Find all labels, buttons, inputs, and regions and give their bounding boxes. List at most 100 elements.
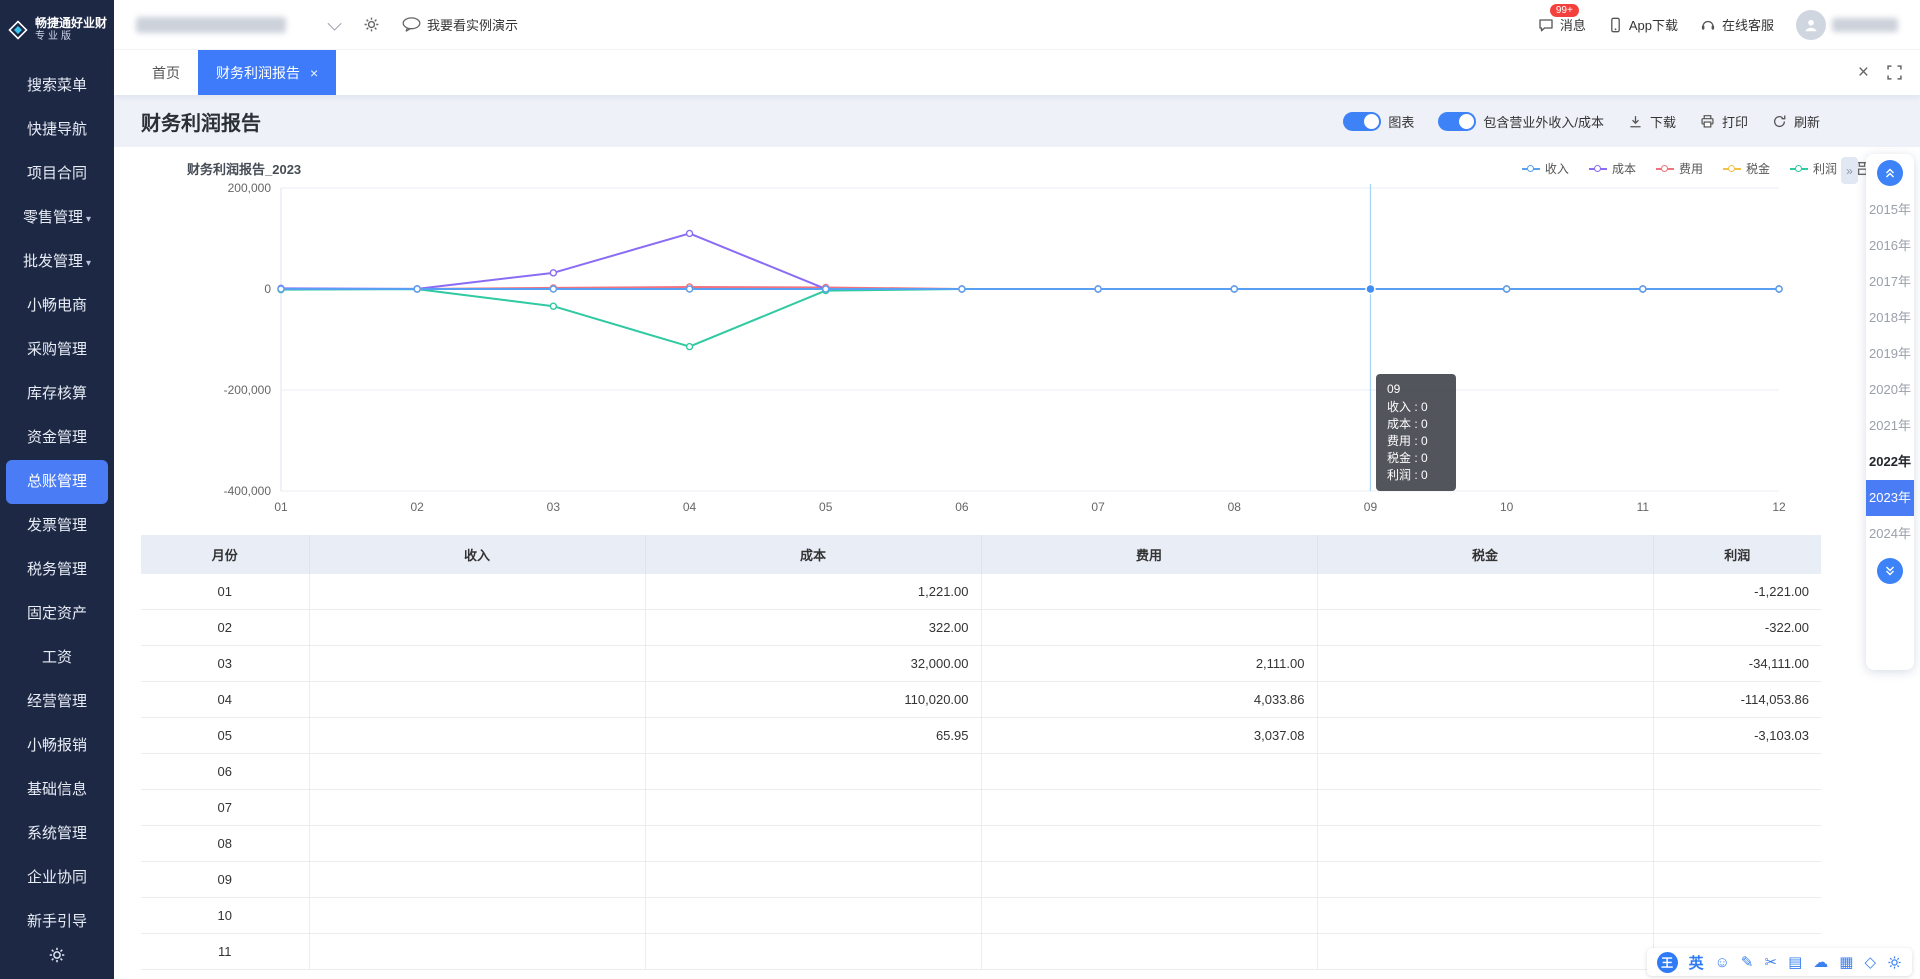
ime-skin-icon[interactable]: ◇	[1864, 953, 1876, 971]
logo-title: 畅捷通好业财	[34, 16, 107, 31]
sidebar-item-8[interactable]: 库存核算	[26, 385, 87, 402]
table-row: 04 110,020.00 4,033.86 -114,053.86	[141, 681, 1821, 718]
legend-item-2[interactable]: 成本	[1588, 160, 1636, 177]
print-button[interactable]: 打印	[1700, 112, 1748, 131]
table-cell	[645, 753, 982, 790]
table-cell: 07	[141, 789, 310, 826]
legend-marker-dot	[1660, 164, 1668, 172]
avatar[interactable]	[1796, 9, 1826, 40]
sidebar-item-1[interactable]: 搜索菜单	[26, 77, 87, 94]
sidebar-item-14[interactable]: 工资	[41, 649, 72, 666]
year-item-2019[interactable]: 2019年	[1869, 346, 1911, 361]
ime-gear-icon[interactable]	[1887, 955, 1902, 970]
close-icon[interactable]: ×	[1857, 61, 1869, 83]
settings-gear-icon[interactable]	[363, 16, 380, 33]
ime-logo-icon[interactable]: 王	[1656, 951, 1678, 973]
legend-item-3[interactable]: 费用	[1655, 160, 1703, 177]
table-cell	[1653, 825, 1821, 862]
sidebar-item-5[interactable]: 批发管理 ▾	[22, 253, 92, 270]
year-item-2023[interactable]: 2023年	[1866, 480, 1914, 516]
toggle-switch-on[interactable]	[1343, 111, 1382, 131]
sidebar-item-7[interactable]: 采购管理	[26, 341, 87, 358]
sidebar-item-2[interactable]: 快捷导航	[26, 121, 87, 138]
year-panel-collapse-handle[interactable]: »	[1841, 157, 1858, 184]
fullscreen-icon[interactable]	[1887, 65, 1902, 80]
table-cell: 322.00	[645, 609, 982, 646]
chart-toggle[interactable]: 图表	[1343, 111, 1415, 131]
svg-text:02: 02	[411, 500, 425, 514]
table-cell	[1317, 609, 1654, 646]
col-header-2: 收入	[309, 535, 646, 574]
sidebar-item-16[interactable]: 小畅报销	[26, 737, 87, 754]
table-row: 03 32,000.00 2,111.00 -34,111.00	[141, 645, 1821, 682]
ime-scissors-icon[interactable]: ✂	[1764, 953, 1778, 971]
col-header-3: 成本	[645, 535, 982, 574]
table-cell: 05	[141, 717, 310, 754]
speech-bubble-icon	[402, 17, 421, 32]
table-cell: -3,103.03	[1653, 717, 1821, 754]
download-button[interactable]: 下载	[1628, 112, 1676, 131]
legend-item-1[interactable]: 收入	[1521, 160, 1569, 177]
page-header: 财务利润报告 图表 包含营业外收入/成本 下载	[114, 95, 1920, 147]
demo-link[interactable]: 我要看实例演示	[402, 15, 518, 34]
year-scroll-up-button[interactable]	[1877, 160, 1903, 186]
year-item-2018[interactable]: 2018年	[1869, 310, 1911, 325]
sidebar-item-4[interactable]: 零售管理 ▾	[22, 209, 92, 226]
sidebar-item-6[interactable]: 小畅电商	[26, 297, 87, 314]
sidebar-item-13[interactable]: 固定资产	[26, 605, 87, 622]
chart-toggle-label: 图表	[1388, 114, 1415, 130]
ime-smiley-icon[interactable]: ☺	[1714, 953, 1730, 971]
include-nonoperating-toggle[interactable]: 包含营业外收入/成本	[1438, 111, 1604, 131]
sidebar-item-18[interactable]: 系统管理	[26, 825, 87, 842]
table-cell: 65.95	[645, 717, 982, 754]
year-item-2016[interactable]: 2016年	[1869, 238, 1911, 253]
sidebar-item-3[interactable]: 项目合同	[26, 165, 87, 182]
sidebar-item-17[interactable]: 基础信息	[26, 781, 87, 798]
app-download-button[interactable]: App下载	[1608, 15, 1678, 34]
legend-label: 税金	[1745, 162, 1770, 176]
ime-pen-icon[interactable]: ✎	[1740, 953, 1754, 971]
tab-2[interactable]: 财务利润报告 ×	[198, 50, 337, 95]
legend-item-5[interactable]: 利润	[1789, 160, 1837, 177]
sidebar-item-9[interactable]: 资金管理	[26, 429, 87, 446]
year-item-2021[interactable]: 2021年	[1869, 418, 1911, 433]
year-item-2015[interactable]: 2015年	[1869, 202, 1911, 217]
year-item-2020[interactable]: 2020年	[1869, 382, 1911, 397]
user-account[interactable]	[1796, 9, 1898, 40]
sidebar-item-19[interactable]: 企业协同	[26, 869, 87, 886]
ime-keyboard-icon[interactable]: ▤	[1788, 953, 1803, 971]
online-service-button[interactable]: 在线客服	[1700, 15, 1774, 34]
year-item-2017[interactable]: 2017年	[1869, 274, 1911, 289]
sidebar-item-20[interactable]: 新手引导	[26, 913, 87, 930]
gear-icon[interactable]	[48, 946, 66, 964]
download-label: 下载	[1649, 114, 1676, 130]
table-cell	[1317, 825, 1654, 862]
sidebar-item-12[interactable]: 税务管理	[26, 561, 87, 578]
refresh-button[interactable]: 刷新	[1772, 112, 1820, 131]
org-select[interactable]	[136, 16, 342, 33]
table-cell	[981, 574, 1318, 610]
ime-grid-icon[interactable]: ▦	[1839, 953, 1854, 971]
year-item-2022[interactable]: 2022年	[1869, 454, 1911, 469]
year-item-2024[interactable]: 2024年	[1869, 526, 1911, 541]
sidebar-item-15[interactable]: 经营管理	[26, 693, 87, 710]
svg-text:09: 09	[1364, 500, 1378, 514]
tab-1[interactable]: 首页	[152, 64, 180, 81]
sidebar-item-10[interactable]: 总账管理	[6, 460, 108, 504]
tab-close-icon[interactable]: ×	[310, 64, 319, 81]
sidebar-footer	[0, 931, 114, 979]
app-logo: 畅捷通好业财 专业版	[0, 0, 114, 56]
tab-bar: 首页 财务利润报告 × ×	[114, 49, 1920, 95]
ime-mode-indicator[interactable]: 英	[1688, 954, 1704, 972]
table-cell	[309, 574, 646, 610]
chart-header: 财务利润报告_2023 收入 成本 费用 税金 利润	[187, 159, 1870, 178]
legend-item-4[interactable]: 税金	[1722, 160, 1770, 177]
year-scroll-down-button[interactable]	[1877, 558, 1903, 584]
ime-cloud-icon[interactable]: ☁	[1813, 953, 1829, 971]
toggle-switch-on[interactable]	[1438, 111, 1477, 131]
sidebar-item-11[interactable]: 发票管理	[26, 517, 87, 534]
messages-button[interactable]: 99+ 消息	[1538, 4, 1586, 34]
table-cell	[309, 609, 646, 646]
table-cell: 04	[141, 681, 310, 718]
